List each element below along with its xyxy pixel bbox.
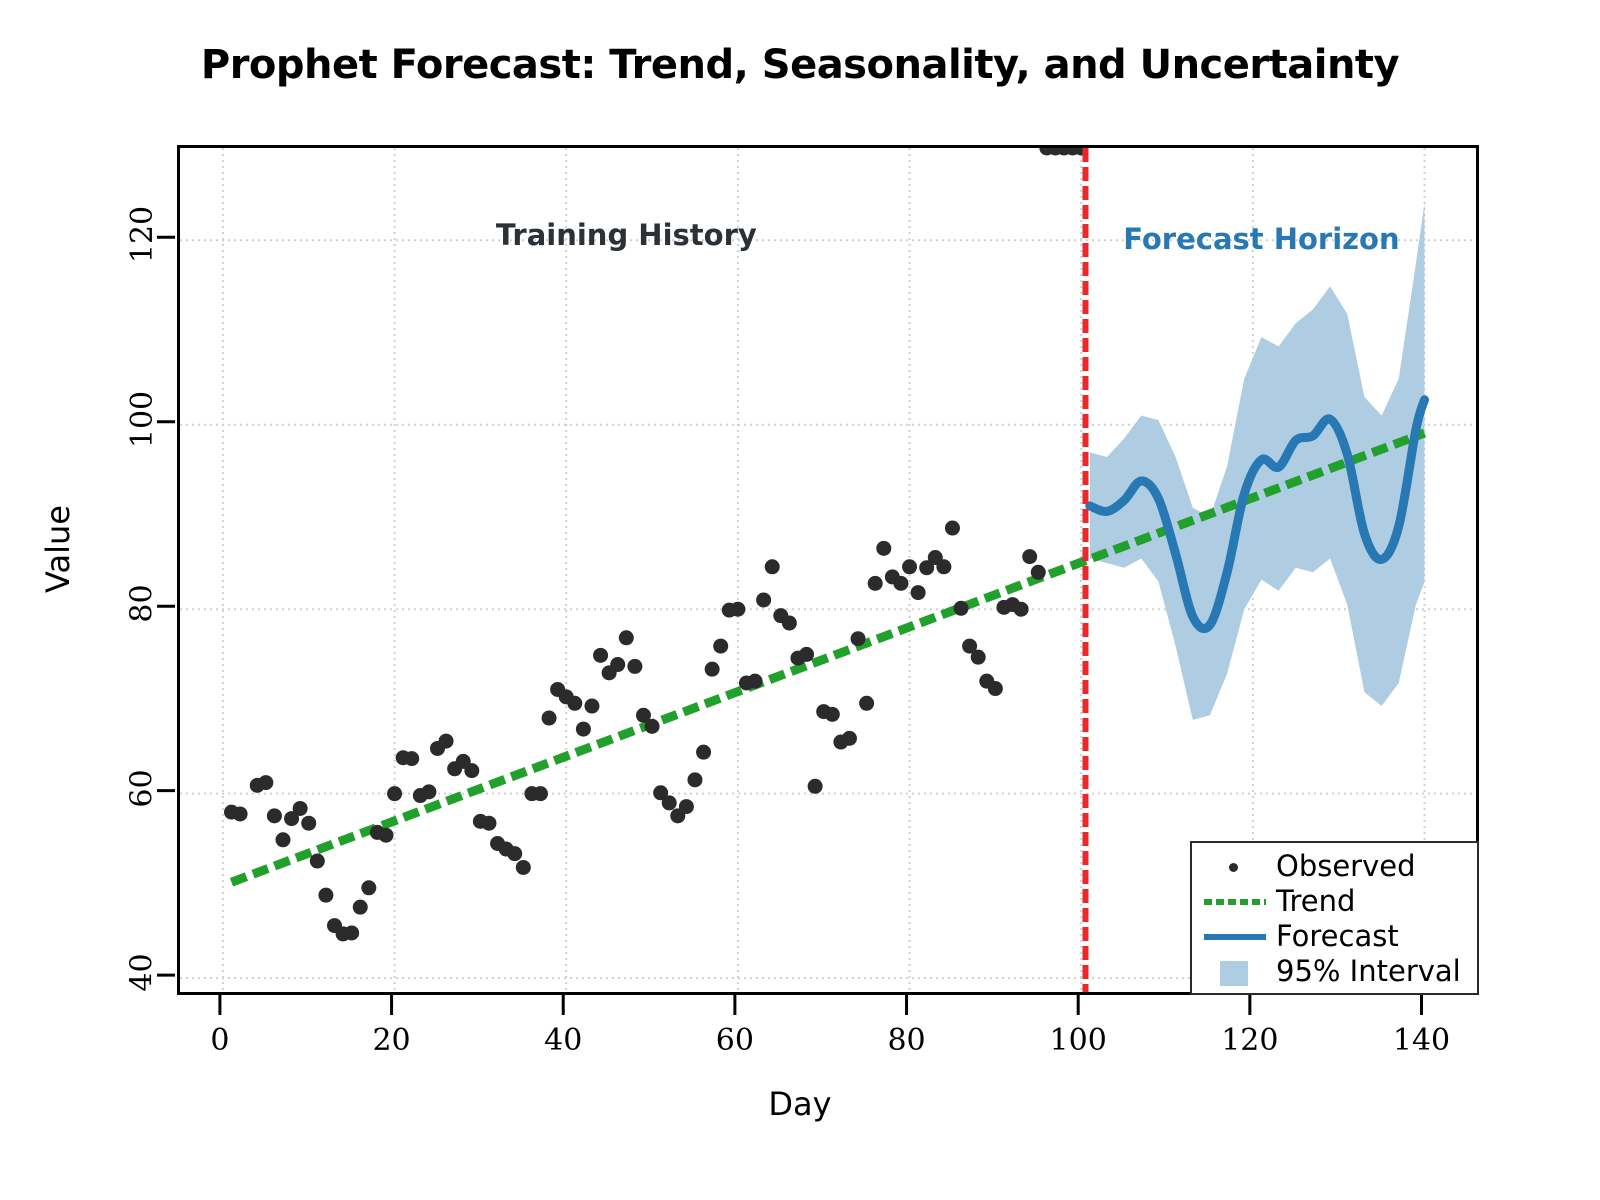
annotation-training-history: Training History xyxy=(495,217,757,252)
x-tick-20: 20 xyxy=(372,1023,411,1058)
forecast-line-icon xyxy=(1202,925,1268,949)
y-tick-40: 40 xyxy=(124,953,160,992)
x-tick-40: 40 xyxy=(544,1023,583,1058)
legend-item-forecast[interactable]: Forecast xyxy=(1192,919,1477,954)
x-tick-80: 80 xyxy=(887,1023,926,1058)
x-tick-0: 0 xyxy=(210,1023,230,1058)
legend-label-trend: Trend xyxy=(1276,884,1356,918)
plot-canvas xyxy=(180,148,1476,992)
forecast-line xyxy=(1085,395,1429,634)
y-tick-100: 100 xyxy=(124,390,160,448)
trend-line-icon xyxy=(1202,890,1268,914)
legend-label-observed: Observed xyxy=(1276,849,1416,883)
plot-area: Training History Forecast Horizon xyxy=(177,145,1479,995)
legend-item-trend[interactable]: Trend xyxy=(1192,884,1477,919)
x-tick-60: 60 xyxy=(715,1023,754,1058)
y-axis-label: Value xyxy=(39,505,77,593)
legend-label-forecast: Forecast xyxy=(1276,919,1399,953)
y-tick-60: 60 xyxy=(124,769,160,808)
x-axis-label: Day xyxy=(768,1085,832,1123)
observed-points xyxy=(223,148,1089,942)
legend-item-interval[interactable]: 95% Interval xyxy=(1192,954,1477,989)
annotation-forecast-horizon: Forecast Horizon xyxy=(1123,222,1400,257)
y-tick-120: 120 xyxy=(124,206,160,264)
x-tick-120: 120 xyxy=(1221,1023,1279,1058)
legend[interactable]: Observed Trend Forecast 95% Interval xyxy=(1190,841,1479,995)
x-tick-140: 140 xyxy=(1392,1023,1451,1058)
observed-marker-icon xyxy=(1202,855,1268,879)
interval-patch-icon xyxy=(1202,960,1268,986)
legend-item-observed[interactable]: Observed xyxy=(1192,849,1477,884)
x-tick-100: 100 xyxy=(1049,1023,1107,1058)
trend-line xyxy=(229,428,1427,887)
y-tick-80: 80 xyxy=(124,584,160,623)
legend-label-interval: 95% Interval xyxy=(1276,954,1461,988)
chart-title: Prophet Forecast: Trend, Seasonality, an… xyxy=(200,42,1400,88)
